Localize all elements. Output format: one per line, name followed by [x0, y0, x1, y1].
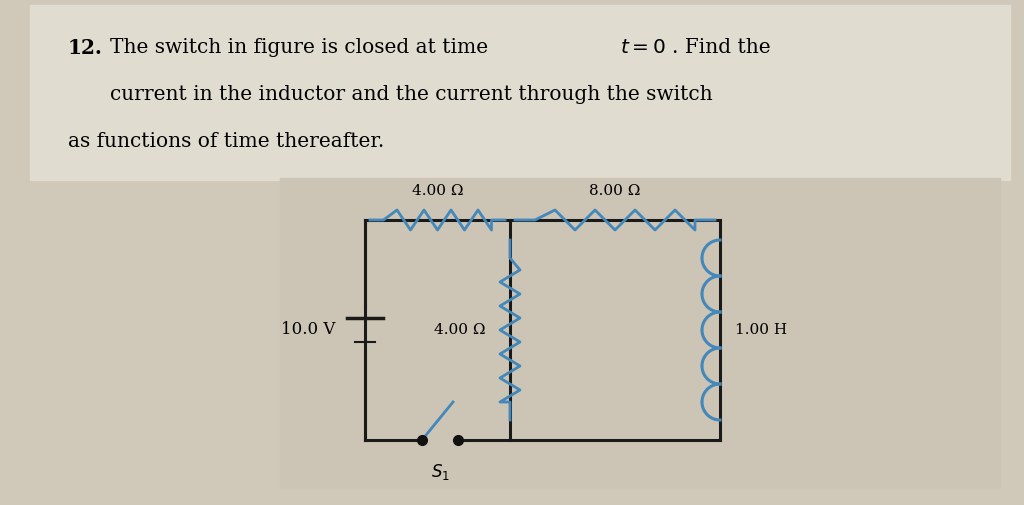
Text: as functions of time thereafter.: as functions of time thereafter. [68, 132, 384, 151]
Text: 4.00 Ω: 4.00 Ω [433, 323, 485, 337]
Bar [280, 178, 1000, 488]
Text: 4.00 Ω: 4.00 Ω [412, 184, 463, 198]
Text: . Find the: . Find the [672, 38, 771, 57]
Text: 12.: 12. [68, 38, 102, 58]
Text: 10.0 V: 10.0 V [281, 322, 335, 338]
Text: $t = 0$: $t = 0$ [620, 38, 666, 57]
Text: $S_1$: $S_1$ [430, 462, 450, 482]
Text: 1.00 H: 1.00 H [735, 323, 787, 337]
Text: 8.00 Ω: 8.00 Ω [590, 184, 641, 198]
Text: current in the inductor and the current through the switch: current in the inductor and the current … [110, 85, 713, 104]
Bar [30, 5, 1010, 180]
Text: The switch in figure is closed at time: The switch in figure is closed at time [110, 38, 495, 57]
